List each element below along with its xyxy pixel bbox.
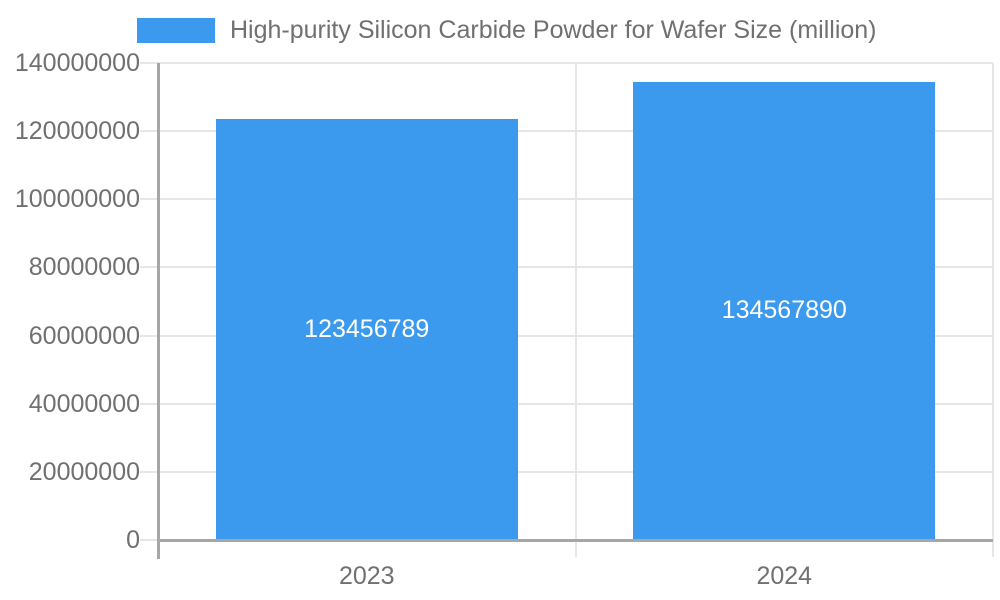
y-axis-tick (140, 266, 158, 269)
y-axis-tick (140, 130, 158, 133)
bar: 134567890 (633, 81, 936, 540)
y-axis-tick-label: 40000000 (28, 389, 140, 418)
y-axis-tick-label: 20000000 (28, 457, 140, 486)
y-axis-tick (140, 62, 158, 64)
y-axis-tick (140, 402, 158, 405)
bar: 123456789 (215, 119, 518, 540)
y-axis-tick (140, 198, 158, 201)
y-axis-tick-label: 60000000 (28, 321, 140, 350)
y-axis-tick (140, 539, 158, 541)
y-axis-tick-label: 80000000 (28, 253, 140, 282)
x-axis-label: 2024 (756, 562, 813, 590)
plot-area: 123456789 134567890 (157, 62, 994, 559)
legend-series-label: High-purity Silicon Carbide Powder for W… (230, 15, 877, 44)
y-axis-tick-label: 140000000 (14, 49, 140, 77)
y-axis-tick-label: 0 (126, 526, 140, 554)
bar-value-label: 123456789 (304, 315, 430, 344)
legend: High-purity Silicon Carbide Powder for W… (137, 14, 877, 46)
y-axis-line (157, 63, 160, 559)
y-axis-tick (140, 470, 158, 473)
x-axis-line (158, 539, 993, 542)
bar-value-label: 134567890 (721, 296, 847, 325)
y-axis-tick-label: 120000000 (14, 117, 140, 146)
category-separator (574, 63, 577, 557)
legend-swatch (137, 17, 215, 43)
y-axis-tick (140, 334, 158, 337)
x-axis: 2023 2024 (158, 560, 993, 594)
plot-right-border (992, 63, 994, 557)
y-axis-tick-label: 100000000 (14, 185, 140, 214)
x-axis-label: 2023 (338, 562, 395, 590)
